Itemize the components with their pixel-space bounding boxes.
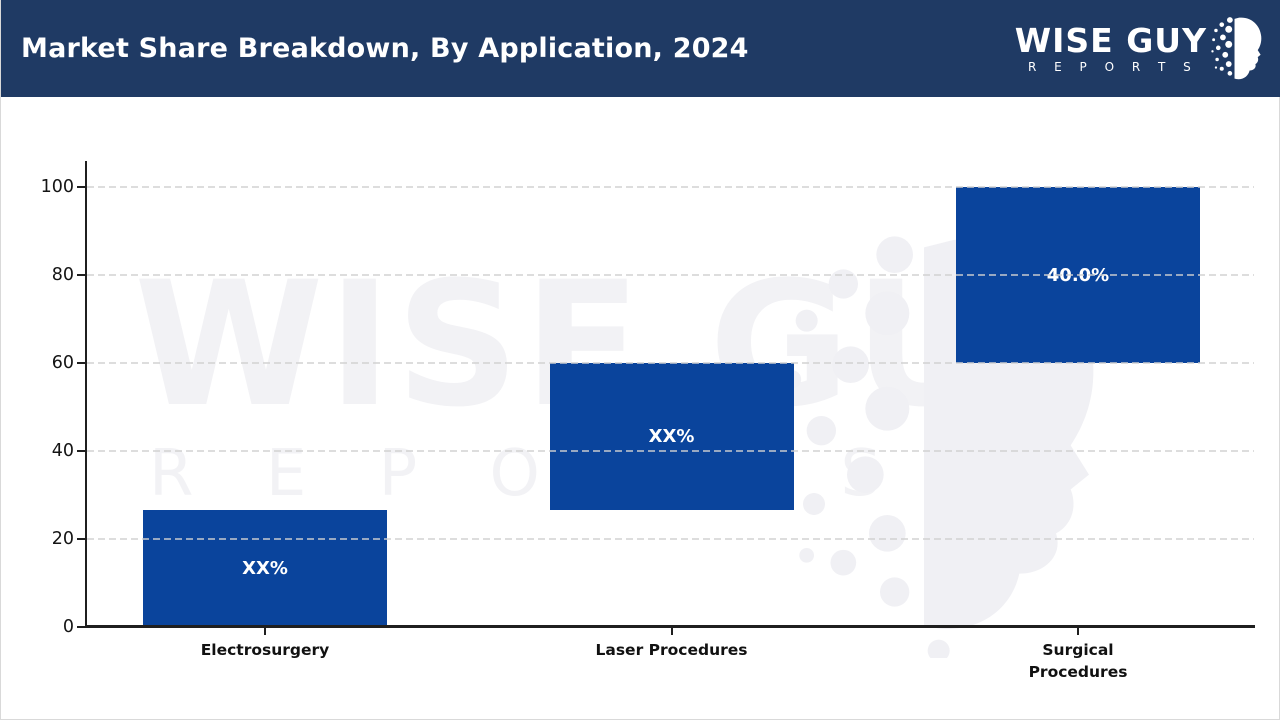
gridline-60	[87, 362, 1254, 364]
x-axis-line	[85, 625, 1255, 628]
gridline-100	[87, 186, 1254, 188]
y-axis-line	[85, 161, 87, 628]
y-tick-label: 20	[51, 529, 74, 549]
page-title: Market Share Breakdown, By Application, …	[21, 33, 749, 64]
y-tick-mark	[77, 450, 86, 452]
category-label-surgical-procedures: Surgical Procedures	[1028, 641, 1128, 681]
logo-subtitle: R E P O R T S	[1027, 59, 1198, 74]
x-tick-mark	[264, 627, 266, 635]
category-label-laser-procedures: Laser Procedures	[595, 641, 748, 659]
bar-value-label: XX%	[242, 557, 288, 579]
y-tick-mark	[77, 186, 86, 188]
logo-face-icon	[1211, 16, 1262, 79]
header: Market Share Breakdown, By Application, …	[1, 0, 1280, 97]
y-tick-label: 40	[51, 441, 74, 461]
category-label-electrosurgery: Electrosurgery	[200, 641, 330, 659]
y-tick-mark	[77, 538, 86, 540]
y-tick-label: 80	[51, 265, 74, 285]
bar-laser-procedures: XX%	[549, 363, 794, 510]
y-tick-mark	[77, 626, 86, 628]
gridline-80	[87, 274, 1254, 276]
logo-wordmark: WISE GUY	[1014, 20, 1207, 60]
gridline-20	[87, 538, 1254, 540]
x-tick-mark	[1077, 627, 1079, 635]
y-tick-mark	[77, 274, 86, 276]
y-tick-label: 0	[62, 617, 74, 637]
bar-electrosurgery: XX%	[143, 509, 387, 627]
y-tick-label: 60	[51, 353, 74, 373]
logo-text: WISE GUY R E P O R T S	[1014, 20, 1207, 75]
y-tick-mark	[77, 362, 86, 364]
x-tick-mark	[670, 627, 673, 635]
y-tick-label: 100	[40, 177, 74, 197]
wise-guy-logo: WISE GUY R E P O R T S	[1015, 8, 1267, 90]
gridline-40	[87, 450, 1254, 452]
bar-value-label: XX%	[648, 425, 695, 447]
